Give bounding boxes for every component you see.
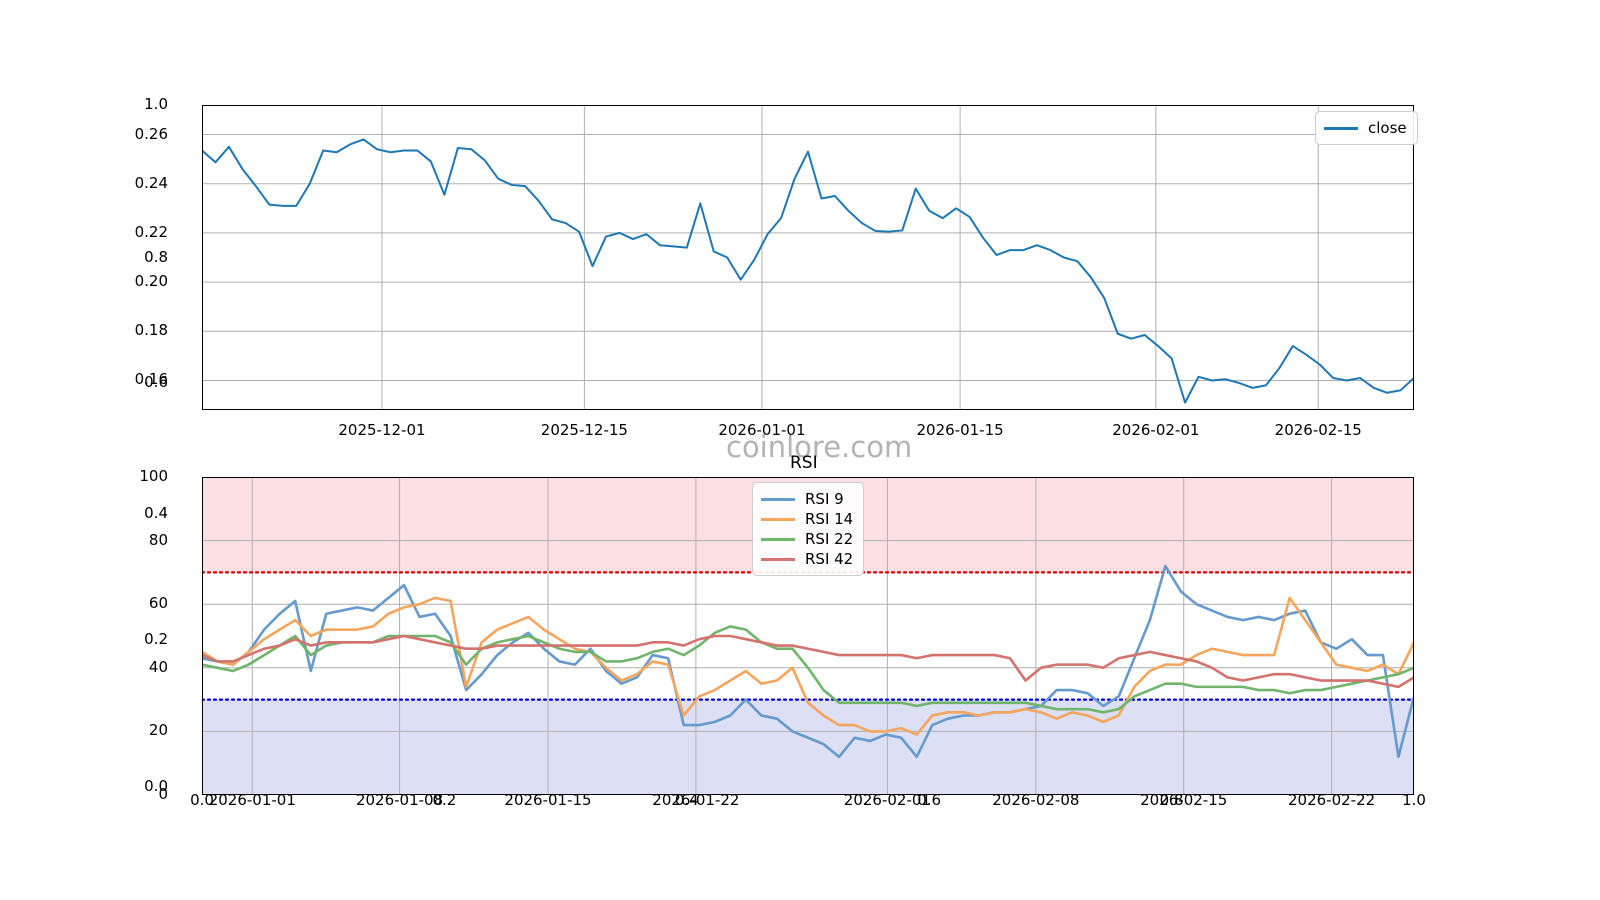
rsi-legend-swatch-icon: [761, 537, 795, 541]
rsi-band-1: [202, 699, 1414, 795]
rsi-legend-label: RSI 14: [805, 510, 854, 528]
rsi-legend-item[interactable]: RSI 9: [761, 489, 853, 509]
rsi-ytick-5: 100: [139, 467, 168, 485]
price-xtick-2: 2026-01-01: [718, 421, 806, 439]
price-chart-panel: [202, 105, 1414, 410]
rsi-ytick-3: 60: [148, 594, 168, 613]
rsi-legend-label: RSI 42: [805, 550, 854, 568]
rsi-line-rsi-42: [202, 634, 1414, 689]
rsi-secondary-xtick-4: 0.8: [1159, 791, 1184, 809]
rsi-secondary-xtick-2: 0.4: [674, 791, 699, 809]
price-secondary-ytick-0: 1.0: [144, 95, 168, 113]
price-legend: close: [1315, 111, 1418, 145]
price-legend-item[interactable]: close: [1324, 118, 1407, 138]
rsi-legend-item[interactable]: RSI 14: [761, 509, 853, 529]
rsi-xtick-1: 2026-01-08: [355, 791, 444, 809]
rsi-legend-label: RSI 22: [805, 530, 854, 548]
price-ytick-5: 0.16: [134, 370, 168, 389]
price-legend-label: close: [1368, 119, 1407, 137]
rsi-legend-swatch-icon: [761, 497, 795, 501]
rsi-ytick-0: 0: [158, 785, 168, 803]
price-ytick-1: 0.24: [134, 173, 168, 192]
rsi-xtick-6: 2026-02-15: [1140, 791, 1228, 809]
coinlore-watermark: coinlore.com: [726, 430, 913, 464]
rsi-secondary-xtick-5: 1.0: [1402, 791, 1426, 809]
price-ytick-2: 0.22: [134, 222, 168, 241]
rsi-legend-swatch-icon: [761, 557, 795, 561]
rsi-xtick-3: 2026-01-22: [652, 791, 740, 809]
price-ytick-3: 0.20: [134, 272, 168, 291]
rsi-line-rsi-9: [202, 564, 1414, 759]
rsi-secondary-xtick-3: 0.6: [917, 791, 942, 809]
price-xtick-5: 2026-02-15: [1274, 421, 1362, 439]
price-ytick-4: 0.18: [134, 321, 168, 340]
price-secondary-ytick-1: 0.8: [144, 247, 168, 266]
rsi-panel-title: RSI: [790, 453, 818, 473]
rsi-secondary-xtick-1: 0.2: [432, 791, 457, 809]
rsi-ytick-2: 40: [148, 657, 168, 676]
price-ytick-0: 0.26: [134, 124, 168, 143]
rsi-ytick-4: 80: [148, 530, 168, 549]
price-secondary-ytick-2: 0.6: [144, 372, 168, 391]
rsi-secondary-ytick-0: 0.4: [144, 503, 168, 522]
rsi-ytick-1: 20: [148, 721, 168, 740]
rsi-xtick-5: 2026-02-08: [992, 791, 1080, 809]
rsi-legend-swatch-icon: [761, 517, 795, 521]
rsi-xtick-0: 2026-01-01: [208, 791, 296, 809]
price-xtick-3: 2026-01-15: [916, 421, 1004, 439]
rsi-secondary-ytick-2: 0.0: [144, 777, 168, 796]
rsi-legend-label: RSI 9: [805, 490, 844, 508]
rsi-xtick-7: 2026-02-22: [1287, 791, 1376, 809]
rsi-legend-item[interactable]: RSI 22: [761, 529, 853, 549]
rsi-xtick-4: 2026-02-01: [843, 791, 931, 809]
price-xtick-0: 2025-12-01: [338, 421, 426, 439]
price-xtick-4: 2026-02-01: [1112, 421, 1200, 439]
rsi-secondary-xtick-0: 0.0: [190, 791, 214, 809]
rsi-line-rsi-14: [202, 596, 1414, 736]
rsi-legend: RSI 9 RSI 14 RSI 22 RSI 42: [752, 482, 865, 576]
price-line-close: [202, 138, 1414, 404]
price-plot-area: [202, 105, 1414, 410]
price-legend-swatch-icon: [1324, 126, 1358, 130]
rsi-secondary-ytick-1: 0.2: [144, 629, 168, 648]
rsi-xtick-2: 2026-01-15: [504, 791, 592, 809]
rsi-legend-item[interactable]: RSI 42: [761, 549, 853, 569]
price-xtick-1: 2025-12-15: [540, 421, 628, 439]
